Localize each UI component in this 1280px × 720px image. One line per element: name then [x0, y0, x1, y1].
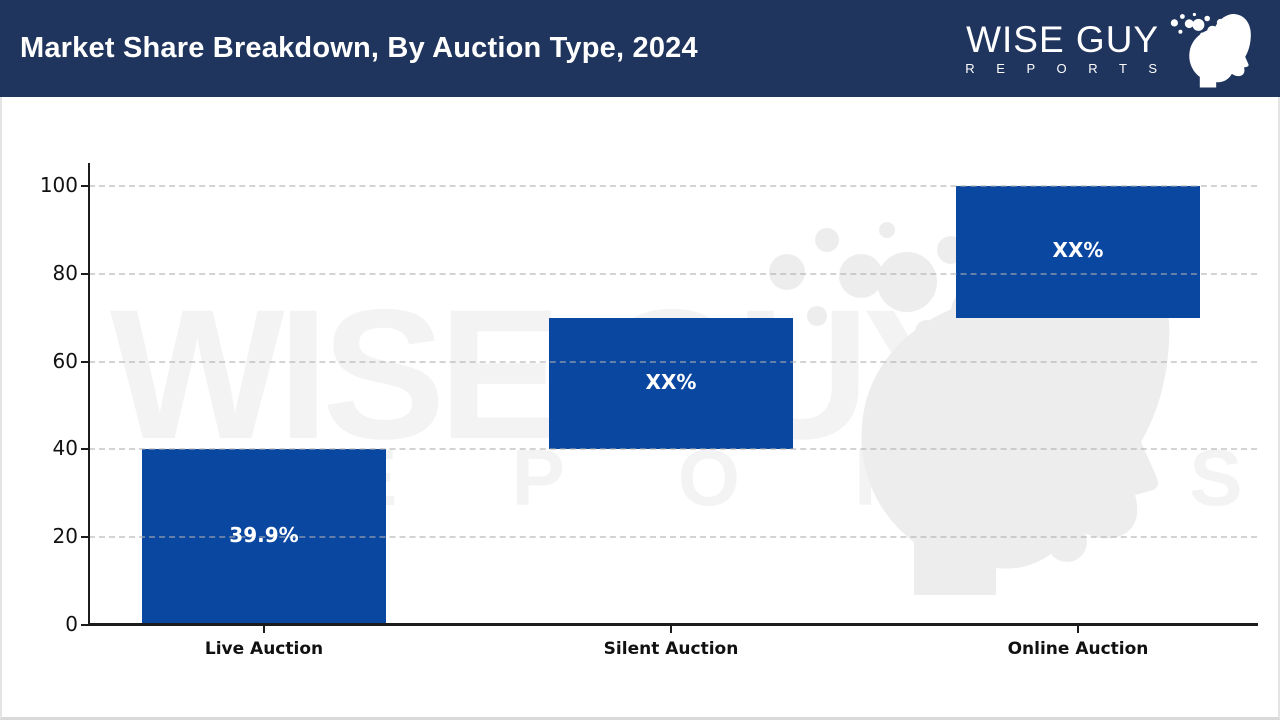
x-tick-mark [1077, 625, 1079, 633]
logo-head-dots-icon [1170, 12, 1251, 88]
bar-value-label: XX% [645, 369, 697, 394]
gridline-60 [89, 360, 1257, 363]
gridline-40 [89, 448, 1257, 451]
y-axis-tick-label: 100 [39, 173, 78, 197]
header-bar: Market Share Breakdown, By Auction Type,… [0, 0, 1280, 97]
gridline-20 [89, 536, 1257, 539]
y-axis-tick-label: 40 [52, 436, 78, 461]
y-axis-tick-label: 20 [52, 524, 78, 549]
logo-subtext: R E P O R T S [965, 60, 1166, 76]
watermark-wordmark: WISE GUY [110, 272, 986, 478]
bar-online-auction [956, 186, 1200, 318]
bar-value-label: XX% [1052, 237, 1104, 262]
y-tick-mark [81, 448, 89, 451]
x-axis-category-label: Live Auction [204, 639, 324, 659]
x-axis-line [88, 623, 1258, 626]
logo-text: WISE GUY R E P O R T S [959, 19, 1166, 76]
gridline-100 [89, 185, 1257, 187]
y-tick-mark [81, 272, 89, 275]
y-axis-tick-label: 0 [65, 612, 78, 636]
x-axis-category-label: Online Auction [1007, 639, 1149, 659]
x-tick-mark [670, 625, 672, 633]
y-axis-tick-label: 60 [52, 348, 78, 373]
page-title: Market Share Breakdown, By Auction Type,… [20, 32, 698, 64]
bar-value-label: 39.9% [229, 523, 299, 548]
x-tick-mark [263, 625, 265, 633]
y-tick-mark [81, 360, 89, 363]
y-tick-mark [81, 185, 89, 187]
y-axis-tick-label: 80 [52, 260, 78, 285]
bar-silent-auction [549, 317, 793, 450]
x-axis-category-label: Silent Auction [603, 639, 739, 659]
gridline-80 [89, 272, 1257, 275]
y-tick-mark [81, 624, 89, 626]
y-axis-line [88, 163, 90, 626]
y-tick-mark [81, 536, 89, 539]
wise-guy-reports-logo: WISE GUY R E P O R T S [959, 7, 1254, 91]
logo-wordmark: WISE GUY [966, 19, 1160, 61]
